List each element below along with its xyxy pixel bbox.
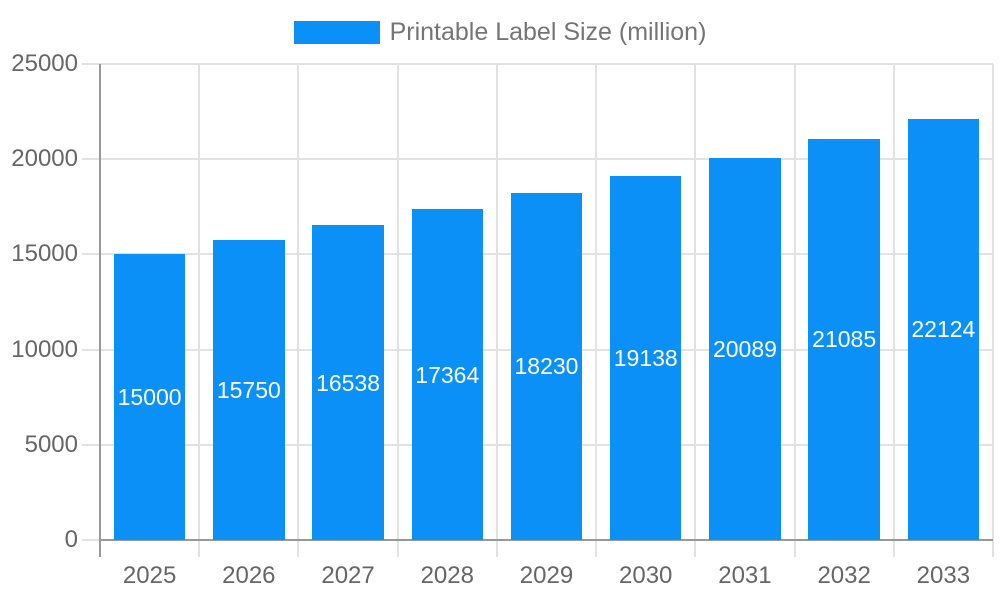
h-gridline: [82, 158, 993, 161]
y-axis-line: [99, 64, 101, 557]
v-gridline: [495, 64, 498, 557]
v-gridline: [595, 64, 598, 557]
bar[interactable]: [510, 192, 583, 540]
y-tick-label: 0: [64, 526, 78, 553]
x-tick-label: 2029: [519, 562, 574, 589]
bar[interactable]: [808, 138, 880, 540]
x-tick-label: 2028: [420, 562, 474, 589]
x-tick-label: 2025: [122, 562, 177, 589]
y-tick-label: 10000: [11, 335, 78, 363]
bar[interactable]: [113, 254, 186, 540]
v-gridline: [892, 64, 895, 557]
y-tick-label: 5000: [24, 430, 78, 458]
y-tick-label: 15000: [11, 240, 78, 268]
legend-label[interactable]: Printable Label Size (million): [389, 17, 707, 46]
bar[interactable]: [610, 175, 682, 540]
x-tick-label: 2033: [916, 562, 971, 589]
v-gridline: [198, 64, 201, 557]
x-tick-label: 2027: [321, 562, 375, 589]
x-tick-label: 2026: [222, 562, 276, 589]
x-axis-line: [100, 539, 993, 541]
bar[interactable]: [709, 157, 781, 540]
h-gridline: [82, 63, 993, 65]
bar[interactable]: [312, 225, 384, 540]
bar[interactable]: [907, 118, 980, 540]
x-tick-label: 2031: [718, 562, 772, 589]
v-gridline: [793, 64, 796, 557]
y-tick-label: 25000: [11, 50, 78, 77]
bar[interactable]: [411, 209, 483, 540]
bar[interactable]: [213, 240, 285, 540]
v-gridline: [992, 64, 994, 557]
x-tick-label: 2032: [817, 562, 871, 589]
v-gridline: [396, 64, 399, 557]
x-tick-label: 2030: [619, 562, 673, 589]
legend: Printable Label Size (million): [0, 17, 1000, 46]
v-gridline: [297, 64, 300, 557]
v-gridline: [694, 64, 697, 557]
legend-swatch[interactable]: [293, 20, 380, 44]
y-tick-label: 20000: [11, 145, 78, 173]
